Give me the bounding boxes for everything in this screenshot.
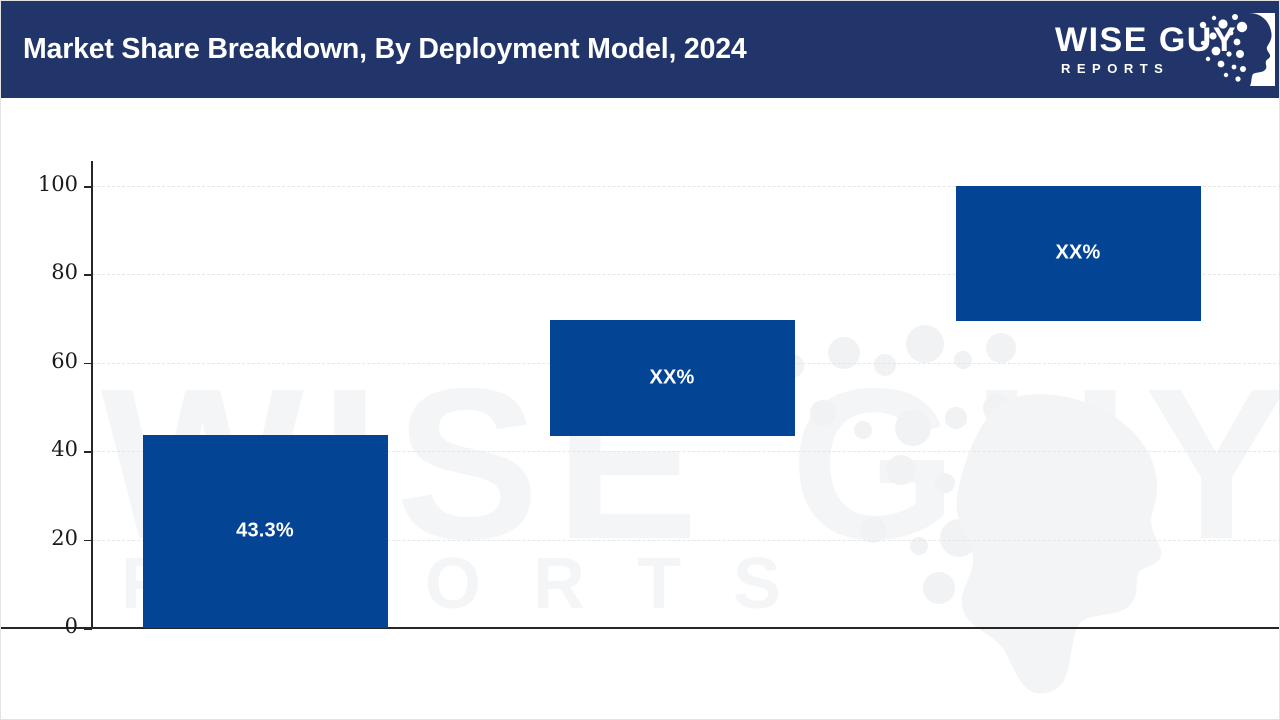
y-tick-0 <box>84 628 92 630</box>
gridline-20 <box>92 539 1279 541</box>
bar-private-cloud[interactable] <box>550 320 795 436</box>
gridline-80 <box>92 274 1279 276</box>
logo-dot-cluster-icon <box>1199 14 1248 82</box>
y-tick-label-100: 100 <box>37 172 78 196</box>
bar-label-hybrid-cloud: XX% <box>1055 241 1101 264</box>
gridline-100 <box>92 186 1279 187</box>
watermark-dot-cluster-icon <box>763 325 1034 606</box>
logo-wordmark-primary: WISE GUY <box>1055 21 1237 59</box>
x-axis-line <box>1 627 1279 630</box>
bar-label-private-cloud: XX% <box>649 366 695 389</box>
y-tick-40 <box>84 451 92 453</box>
y-tick-label-0: 0 <box>64 614 78 638</box>
page-title: Market Share Breakdown, By Deployment Mo… <box>23 33 747 65</box>
y-tick-label-20: 20 <box>51 525 78 550</box>
y-axis-line <box>91 161 94 628</box>
bar-public-cloud[interactable] <box>143 435 388 628</box>
y-tick-label-80: 80 <box>51 260 78 285</box>
chart-plot-area: WISE GUY REPORTS <box>1 98 1279 719</box>
gridline-40 <box>92 451 1279 453</box>
chart-header-bar: Market Share Breakdown, By Deployment Mo… <box>1 1 1279 98</box>
y-tick-60 <box>84 362 92 365</box>
y-tick-label-40: 40 <box>51 437 78 462</box>
bar-hybrid-cloud[interactable] <box>956 186 1201 321</box>
y-tick-label-60: 60 <box>51 348 78 373</box>
bar-label-public-cloud: 43.3% <box>236 519 294 542</box>
logo-head-silhouette-icon <box>1249 13 1275 86</box>
watermark-head-silhouette-icon <box>956 394 1162 694</box>
logo-wordmark-secondary: REPORTS <box>1061 61 1169 76</box>
y-tick-20 <box>84 539 92 542</box>
wise-guy-reports-logo: WISE GUY REPORTS <box>1055 13 1275 86</box>
y-tick-80 <box>84 274 92 276</box>
y-tick-100 <box>84 186 92 188</box>
